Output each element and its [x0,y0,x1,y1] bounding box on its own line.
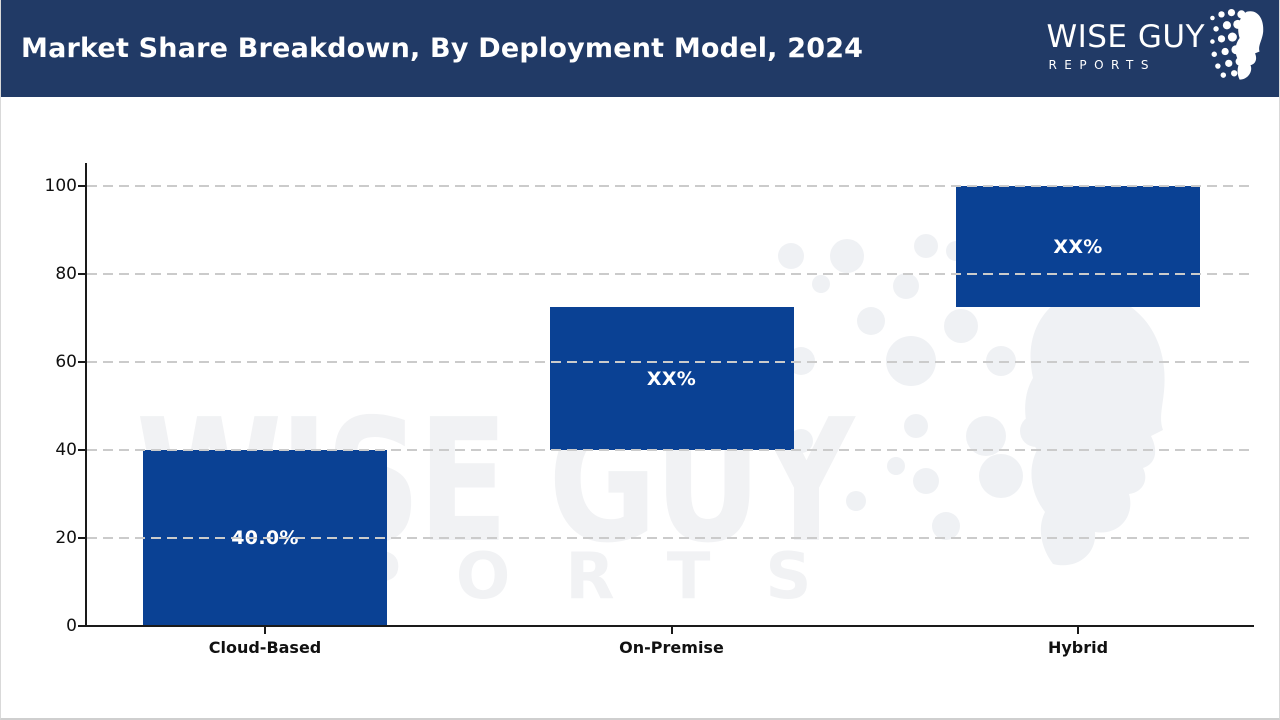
y-tick-0 [78,625,85,627]
header: Market Share Breakdown, By Deployment Mo… [1,0,1279,97]
y-tick-label-0: 0 [66,616,77,636]
x-tick-label-cloud-based: Cloud-Based [208,638,322,657]
bar-value-label-on-premise: XX% [646,367,697,390]
y-tick-label-100: 100 [44,176,77,196]
bar-hybrid: XX% [956,186,1200,307]
gridline-20 [87,537,1254,539]
logo-subtext: REPORTS [1048,58,1156,72]
gridline-40 [87,449,1254,451]
y-tick-40 [78,449,85,451]
y-tick-label-60: 60 [55,352,77,372]
y-tick-label-40: 40 [55,440,77,460]
y-axis-line [85,163,87,627]
logo-wordmark: WISE GUY [1046,19,1205,55]
y-tick-20 [78,537,85,539]
chart-title: Market Share Breakdown, By Deployment Mo… [21,33,864,64]
y-tick-60 [78,361,85,363]
gridline-80 [87,273,1254,275]
wiseguy-face-icon [1210,8,1264,80]
y-tick-label-20: 20 [55,528,77,548]
gridline-100 [87,185,1254,187]
x-tick-hybrid [1077,627,1079,634]
x-tick-label-on-premise: On-Premise [619,638,724,657]
logo-text: WISE GUY REPORTS [1046,19,1205,73]
wiseguy-logo: WISE GUY REPORTS [1046,8,1265,86]
y-tick-80 [78,273,85,275]
x-tick-on-premise [670,627,673,634]
chart-area: WISE GUY REPORTS 0 20 40 60 80 100 40.0% Cloud-… [1,97,1279,718]
x-tick-label-hybrid: Hybrid [1047,638,1109,657]
y-tick-label-80: 80 [55,264,77,284]
x-axis-line [85,625,1254,627]
bar-value-label-hybrid: XX% [1053,235,1103,258]
y-tick-100 [78,185,85,187]
x-tick-cloud-based [264,627,266,634]
gridline-60 [87,361,1254,363]
bar-on-premise: XX% [549,307,794,450]
